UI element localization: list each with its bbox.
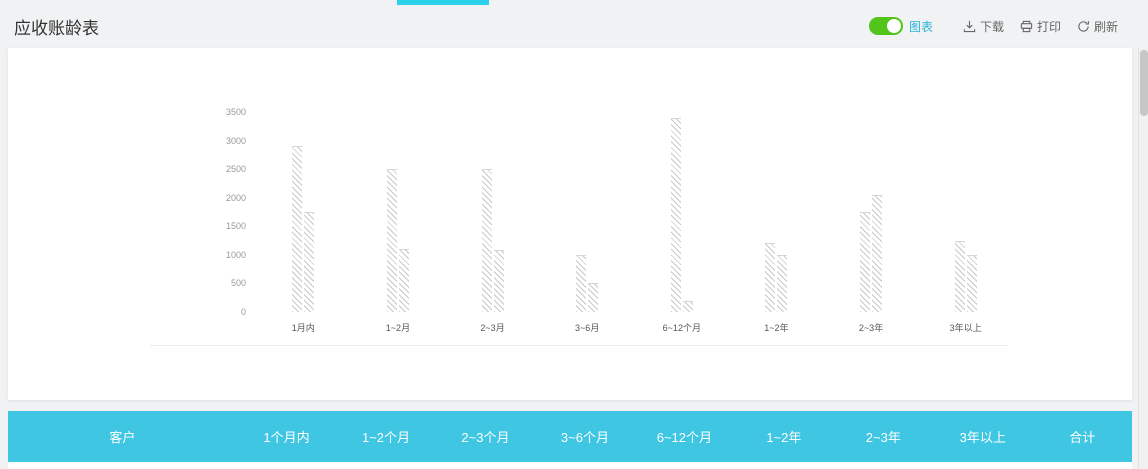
table-header-cell[interactable]: 1~2个月: [361, 430, 411, 445]
refresh-icon: [1077, 20, 1090, 33]
toolbar: 图表 下载 打印 刷新: [868, 17, 1118, 35]
bar[interactable]: [682, 300, 693, 312]
table-body: [8, 462, 1132, 469]
bar-group: 2~3月: [445, 112, 540, 333]
page-title: 应收账龄表: [14, 18, 99, 38]
y-axis: 0 500 1000 1500 2000 2500 3000 3500: [158, 107, 246, 317]
bar-group: 2~3年: [824, 112, 919, 333]
table-header-cell[interactable]: 1~2年: [766, 430, 802, 445]
toggle-knob: [886, 19, 901, 33]
active-tab-indicator: [397, 0, 489, 5]
table-header-cell[interactable]: 6~12个月: [656, 430, 713, 445]
y-tick-label: 2000: [225, 192, 246, 203]
x-tick-label: 6~12个月: [662, 323, 701, 333]
bar-chart: 0 500 1000 1500 2000 2500 3000 3500 1月内 1~2月 2~3月…: [158, 107, 1018, 333]
bar-group: 1~2月: [351, 112, 446, 333]
toggle-label: 图表: [908, 19, 933, 34]
chart-divider: [150, 345, 1008, 346]
table-header-cell[interactable]: 客户: [109, 430, 136, 445]
table-header-cell[interactable]: 1个月内: [263, 430, 310, 445]
bar[interactable]: [481, 169, 492, 312]
bar[interactable]: [670, 117, 681, 312]
y-tick-label: 3500: [225, 107, 246, 117]
toggle-switch[interactable]: [868, 17, 903, 35]
bar[interactable]: [493, 250, 504, 312]
bar-group: 1月内: [256, 112, 351, 333]
vertical-scrollbar[interactable]: [1138, 48, 1148, 469]
table-header-cell[interactable]: 3~6个月: [560, 430, 609, 445]
x-tick-label: 3~6月: [575, 323, 600, 333]
bar[interactable]: [860, 212, 871, 312]
bar[interactable]: [386, 169, 397, 312]
bar[interactable]: [576, 254, 587, 312]
bar[interactable]: [966, 254, 977, 312]
bar[interactable]: [954, 240, 965, 312]
table-header-cell[interactable]: 3年以上: [959, 430, 1006, 445]
x-tick-label: 2~3年: [858, 323, 884, 333]
table-header-cell[interactable]: 合计: [1069, 430, 1096, 445]
refresh-button[interactable]: 刷新: [1077, 18, 1118, 35]
download-button[interactable]: 下载: [963, 18, 1004, 35]
bar[interactable]: [398, 249, 409, 312]
chart-toggle[interactable]: 图表: [868, 17, 933, 35]
x-tick-label: 1月内: [291, 323, 315, 333]
bar[interactable]: [304, 212, 315, 312]
scrollbar-thumb[interactable]: [1140, 50, 1148, 116]
plot-area: 1月内 1~2月 2~3月 3~6月 6~12个月 1~2年 2~3年 3年以上: [256, 112, 1013, 333]
bar[interactable]: [872, 194, 883, 312]
bar[interactable]: [588, 283, 599, 312]
refresh-label: 刷新: [1093, 19, 1118, 34]
chart-card: 0 500 1000 1500 2000 2500 3000 3500 1月内 1~2月 2~3月…: [8, 48, 1132, 400]
bar[interactable]: [777, 254, 788, 312]
y-tick-label: 3000: [225, 135, 246, 146]
table-header-cell[interactable]: 2~3个月: [461, 430, 510, 445]
y-tick-label: 500: [230, 278, 246, 289]
x-tick-label: 2~3月: [480, 323, 505, 333]
y-tick-label: 2500: [225, 164, 246, 175]
x-tick-label: 3年以上: [949, 323, 982, 333]
y-tick-label: 1000: [225, 249, 246, 260]
bar-group: 1~2年: [729, 112, 824, 333]
print-label: 打印: [1036, 19, 1061, 34]
bar[interactable]: [765, 243, 776, 312]
download-icon: [963, 20, 976, 33]
print-icon: [1020, 20, 1033, 33]
download-label: 下载: [979, 19, 1004, 34]
table-header-row: 客户 1个月内 1~2个月 2~3个月 3~6个月 6~12个月 1~2年 2~3年 3年以上 合…: [8, 411, 1132, 462]
bar[interactable]: [292, 146, 303, 312]
x-tick-label: 1~2月: [385, 323, 411, 333]
y-tick-label: 0: [240, 307, 246, 317]
x-tick-label: 1~2年: [764, 323, 789, 333]
bar-group: 3年以上: [918, 112, 1013, 333]
y-tick-label: 1500: [225, 221, 246, 232]
page-header: 应收账龄表 图表 下载 打印: [0, 8, 1132, 44]
print-button[interactable]: 打印: [1020, 18, 1061, 35]
table-header-cell[interactable]: 2~3年: [865, 430, 901, 445]
bar-group: 6~12个月: [635, 112, 730, 333]
bar-group: 3~6月: [540, 112, 635, 333]
